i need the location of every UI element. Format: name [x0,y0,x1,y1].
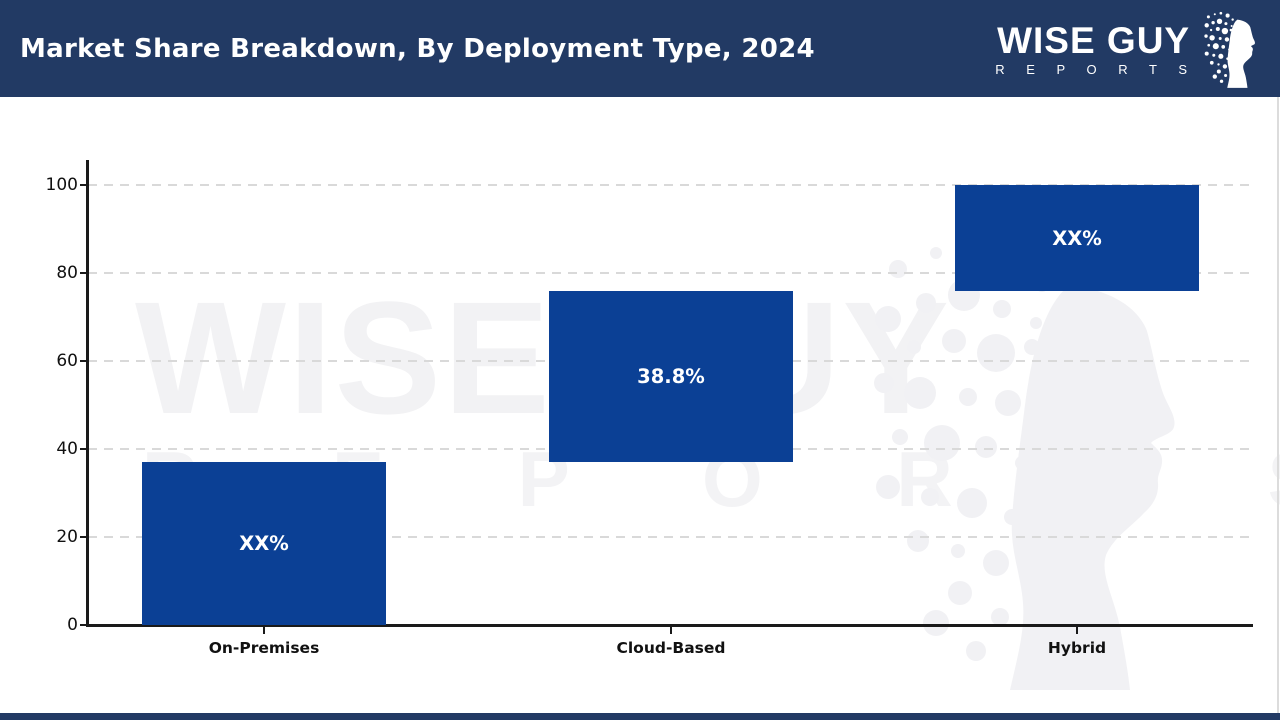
bar-hybrid: XX% [955,185,1199,292]
y-axis-tick-label: 80 [56,263,78,283]
x-axis-category-label: Cloud-Based [616,639,726,657]
y-axis-tick-label: 40 [56,439,78,459]
y-axis-tick [80,360,88,362]
y-axis-tick [80,624,88,626]
bar-on-premises: XX% [142,462,386,625]
y-axis-tick-label: 100 [45,175,78,195]
logo-wordmark: WISE GUY [997,19,1191,61]
gridline [88,536,1253,538]
y-axis-line [86,160,89,627]
x-axis-tick [1076,627,1078,634]
y-axis-tick-label: 60 [56,351,78,371]
y-axis-tick-label: 0 [67,615,78,635]
y-axis-tick [80,184,88,186]
bar-value-label: XX% [1052,226,1102,250]
header: Market Share Breakdown, By Deployment Ty… [0,0,1280,97]
x-axis-tick [263,627,265,634]
y-axis-tick-label: 20 [56,527,78,547]
y-axis-tick [80,448,88,450]
watermark-wordmark: WISE GUY [135,268,952,447]
y-axis-tick [80,272,88,274]
y-axis-tick [80,536,88,538]
bar-cloud-based: 38.8% [549,291,793,463]
gridline [88,184,1253,186]
x-axis-category-label: On-Premises [208,639,320,657]
x-axis-category-label: Hybrid [1047,639,1107,657]
logo-subtitle: R E P O R T S [995,61,1196,77]
gridline [88,272,1253,274]
bar-value-label: XX% [239,532,289,556]
x-axis-line [86,624,1253,627]
footer-bar [0,713,1280,720]
image-border-right [1277,97,1279,713]
logo-head-icon [1204,11,1255,88]
x-axis-tick [670,627,672,634]
page-title: Market Share Breakdown, By Deployment Ty… [20,33,815,64]
wise-guy-logo: WISE GUY R E P O R T S [991,8,1266,90]
bar-value-label: 38.8% [637,365,705,389]
logo-text: WISE GUY R E P O R T S [991,22,1196,77]
